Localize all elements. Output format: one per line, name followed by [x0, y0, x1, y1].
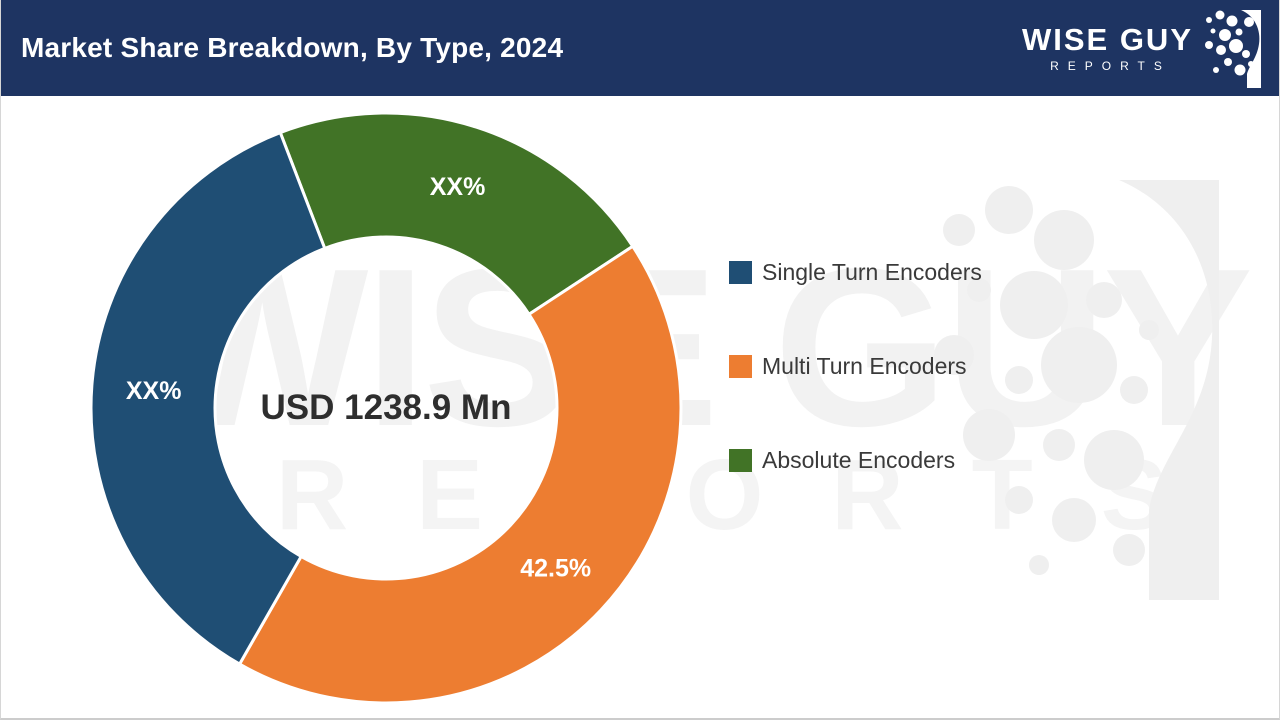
legend-item-single-turn-encoders: Single Turn Encoders	[729, 259, 982, 286]
donut-slice-single-turn-encoders	[89, 130, 327, 667]
legend-item-absolute-encoders: Absolute Encoders	[729, 447, 982, 474]
legend-swatch-green	[729, 449, 752, 472]
chart-center-value: USD 1238.9 Mn	[260, 388, 512, 427]
chart-legend: Single Turn Encoders Multi Turn Encoders…	[729, 259, 982, 474]
brand-name: WISE GUY	[1021, 22, 1193, 57]
legend-label: Multi Turn Encoders	[762, 353, 967, 379]
slice-label: XX%	[430, 173, 486, 201]
legend-label: Absolute Encoders	[762, 447, 956, 473]
brand-logo: WISE GUY REPORTS	[1022, 8, 1261, 88]
slice-label: 42.5%	[520, 554, 591, 582]
brand-subname: REPORTS	[1050, 59, 1171, 73]
donut-slice-multi-turn-encoders	[237, 244, 683, 705]
legend-label: Single Turn Encoders	[762, 259, 982, 285]
slice-label: XX%	[126, 377, 182, 405]
legend-item-multi-turn-encoders: Multi Turn Encoders	[729, 353, 982, 380]
donut-slice-absolute-encoders	[278, 111, 635, 317]
brand-wordmark: WISE GUY REPORTS	[1022, 24, 1193, 72]
dot-face-profile-icon	[1205, 10, 1261, 88]
legend-swatch-blue	[729, 261, 752, 284]
page-title: Market Share Breakdown, By Type, 2024	[21, 32, 564, 63]
legend-swatch-orange	[729, 355, 752, 378]
header-bar: Market Share Breakdown, By Type, 2024 WI…	[1, 0, 1279, 96]
